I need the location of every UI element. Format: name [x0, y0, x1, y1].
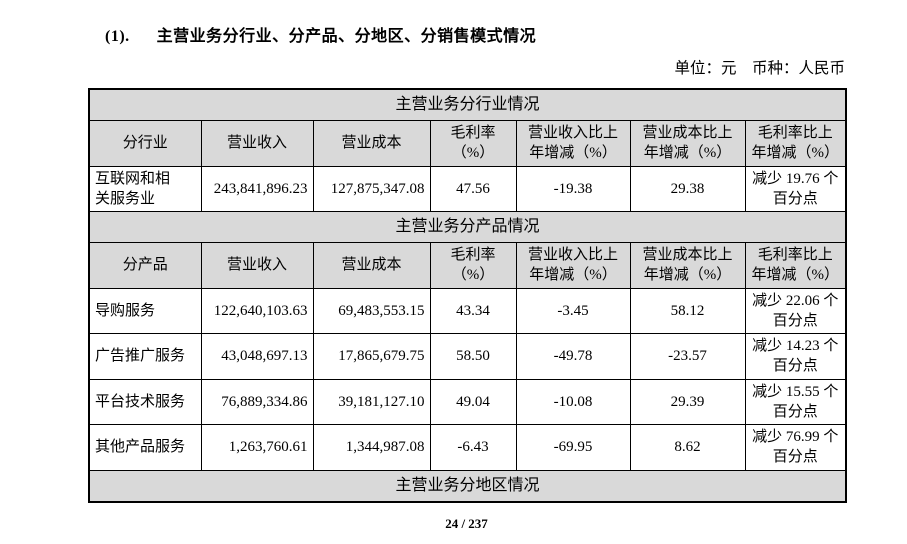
col-header-revenue-yoy: 营业收入比上 年增减（%） [515, 242, 631, 289]
cell-gross-margin: 58.50 [429, 333, 517, 380]
page-title-number: (1). [105, 28, 130, 45]
cell-revenue-yoy: -69.95 [515, 424, 631, 471]
cell-revenue: 122,640,103.63 [200, 287, 314, 334]
page-number: 24 / 237 [445, 516, 488, 531]
cell-cost: 17,865,679.75 [312, 333, 431, 380]
col-header-cost-yoy: 营业成本比上 年增减（%） [629, 242, 746, 289]
col-header-margin-yoy: 毛利率比上 年增减（%） [744, 120, 847, 167]
col-header-gross-margin: 毛利率 （%） [429, 242, 517, 289]
table-row-platform-tech: 平台技术服务 76,889,334.86 39,181,127.10 49.04… [88, 378, 847, 425]
section-title: 主营业务分产品情况 [88, 211, 847, 243]
col-header-cost-yoy: 营业成本比上 年增减（%） [629, 120, 746, 167]
column-header-row-product: 分产品 营业收入 营业成本 毛利率 （%） 营业收入比上 年增减（%） 营业成本… [88, 242, 847, 289]
main-business-table: 主营业务分行业情况 分行业 营业收入 营业成本 毛利率 （%） 营业收入比上 年… [88, 88, 848, 503]
cell-product-name: 导购服务 [88, 287, 202, 334]
column-header-row-industry: 分行业 营业收入 营业成本 毛利率 （%） 营业收入比上 年增减（%） 营业成本… [88, 120, 847, 167]
col-header-industry: 分行业 [88, 120, 202, 167]
cell-cost: 69,483,553.15 [312, 287, 431, 334]
section-header-industry: 主营业务分行业情况 [88, 88, 847, 121]
cell-product-name: 平台技术服务 [88, 378, 202, 425]
unit-currency-note: 单位：元 币种：人民币 [674, 60, 845, 77]
col-header-cost: 营业成本 [312, 242, 431, 289]
cell-margin-yoy: 减少 14.23 个 百分点 [744, 333, 847, 380]
cell-revenue: 76,889,334.86 [200, 378, 314, 425]
cell-cost-yoy: -23.57 [629, 333, 746, 380]
cell-revenue-yoy: -19.38 [515, 165, 631, 212]
cell-product-name: 其他产品服务 [88, 424, 202, 471]
col-header-revenue: 营业收入 [200, 242, 314, 289]
col-header-revenue: 营业收入 [200, 120, 314, 167]
page-title: (1). 主营业务分行业、分产品、分地区、分销售模式情况 [105, 22, 536, 46]
cell-revenue: 1,263,760.61 [200, 424, 314, 471]
table-row-shopping-guide: 导购服务 122,640,103.63 69,483,553.15 43.34 … [88, 287, 847, 334]
section-header-product: 主营业务分产品情况 [88, 211, 847, 243]
cell-cost-yoy: 8.62 [629, 424, 746, 471]
cell-gross-margin: 43.34 [429, 287, 517, 334]
cell-revenue-yoy: -3.45 [515, 287, 631, 334]
section-title: 主营业务分地区情况 [88, 469, 847, 502]
col-header-margin-yoy: 毛利率比上 年增减（%） [744, 242, 847, 289]
cell-cost-yoy: 58.12 [629, 287, 746, 334]
table-row-internet-services: 互联网和相 关服务业 243,841,896.23 127,875,347.08… [88, 165, 847, 212]
cell-product-name: 广告推广服务 [88, 333, 202, 380]
cell-margin-yoy: 减少 19.76 个 百分点 [744, 165, 847, 212]
cell-cost: 127,875,347.08 [312, 165, 431, 212]
table-row-other-products: 其他产品服务 1,263,760.61 1,344,987.08 -6.43 -… [88, 424, 847, 471]
col-header-product: 分产品 [88, 242, 202, 289]
page-title-text: 主营业务分行业、分产品、分地区、分销售模式情况 [156, 28, 537, 45]
cell-gross-margin: -6.43 [429, 424, 517, 471]
cell-revenue: 243,841,896.23 [200, 165, 314, 212]
section-header-region: 主营业务分地区情况 [88, 469, 847, 502]
cell-margin-yoy: 减少 22.06 个 百分点 [744, 287, 847, 334]
cell-cost: 39,181,127.10 [312, 378, 431, 425]
cell-gross-margin: 49.04 [429, 378, 517, 425]
table-row-ad-promotion: 广告推广服务 43,048,697.13 17,865,679.75 58.50… [88, 333, 847, 380]
section-title: 主营业务分行业情况 [88, 88, 847, 121]
col-header-gross-margin: 毛利率 （%） [429, 120, 517, 167]
col-header-revenue-yoy: 营业收入比上 年增减（%） [515, 120, 631, 167]
cell-cost-yoy: 29.38 [629, 165, 746, 212]
cell-margin-yoy: 减少 76.99 个 百分点 [744, 424, 847, 471]
cell-cost: 1,344,987.08 [312, 424, 431, 471]
cell-margin-yoy: 减少 15.55 个 百分点 [744, 378, 847, 425]
cell-revenue: 43,048,697.13 [200, 333, 314, 380]
cell-revenue-yoy: -49.78 [515, 333, 631, 380]
cell-industry-name: 互联网和相 关服务业 [88, 165, 202, 212]
cell-cost-yoy: 29.39 [629, 378, 746, 425]
cell-gross-margin: 47.56 [429, 165, 517, 212]
cell-revenue-yoy: -10.08 [515, 378, 631, 425]
col-header-cost: 营业成本 [312, 120, 431, 167]
